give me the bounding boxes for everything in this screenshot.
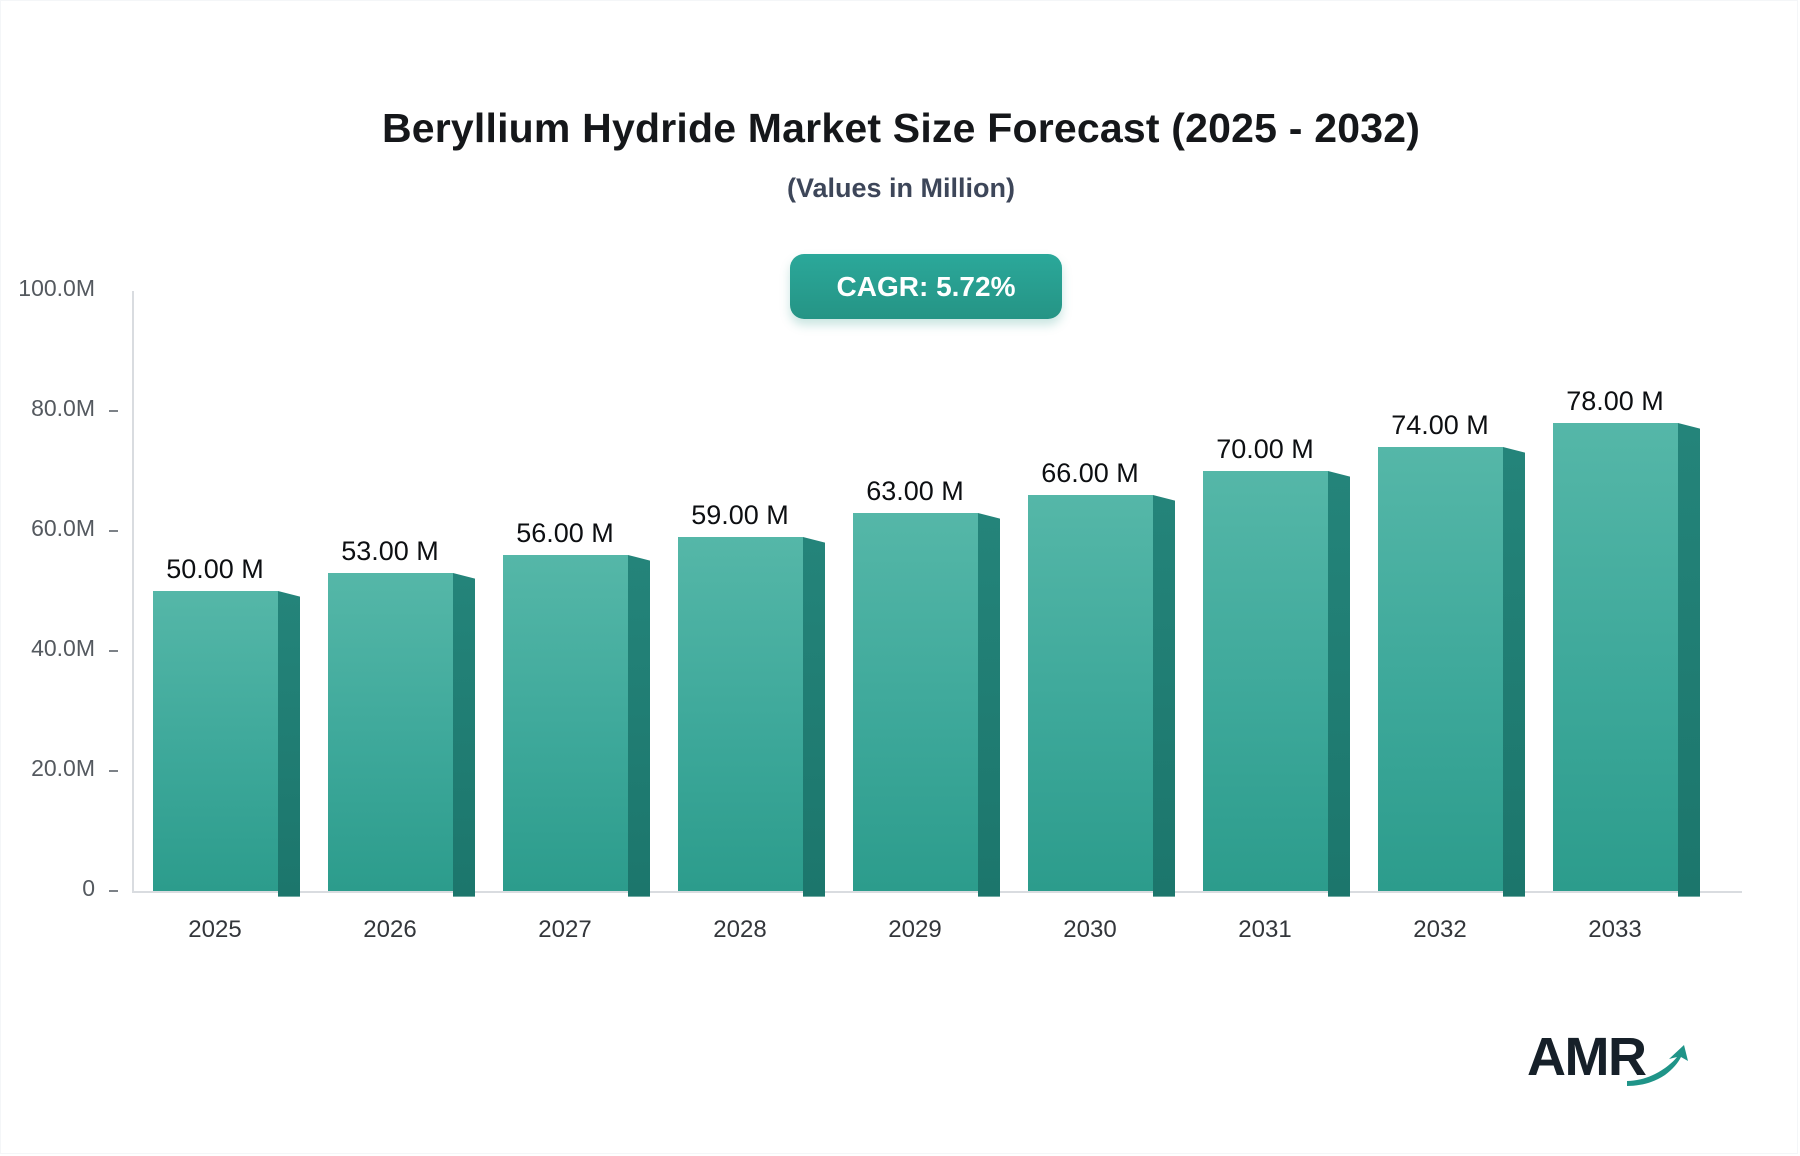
svg-text:AMR: AMR: [1527, 1027, 1646, 1087]
